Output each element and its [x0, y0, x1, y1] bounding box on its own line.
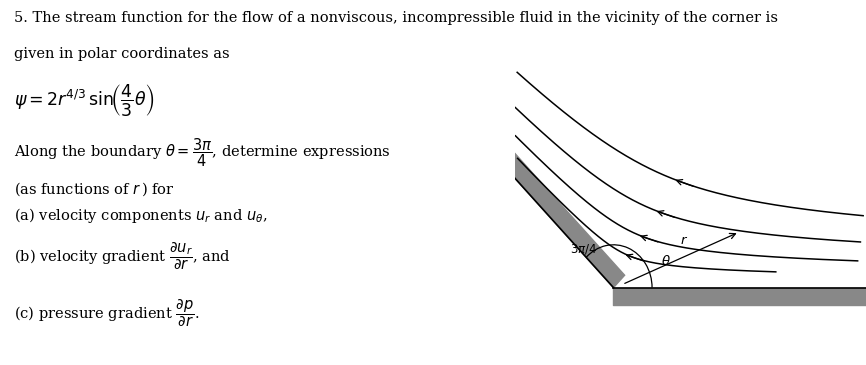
Text: Along the boundary $\theta = \dfrac{3\pi}{4}$, determine expressions: Along the boundary $\theta = \dfrac{3\pi… [14, 137, 391, 169]
Text: $\psi = 2r^{4/3}\,\mathrm{sin}\!\left(\dfrac{4}{3}\theta\right)$: $\psi = 2r^{4/3}\,\mathrm{sin}\!\left(\d… [14, 82, 155, 118]
Text: (a) velocity components $u_r$ and $u_\theta$,: (a) velocity components $u_r$ and $u_\th… [14, 206, 268, 225]
Text: (c) pressure gradient $\dfrac{\partial p}{\partial r}$.: (c) pressure gradient $\dfrac{\partial p… [14, 297, 199, 329]
Text: $\theta$: $\theta$ [661, 254, 670, 268]
Text: $r$: $r$ [680, 234, 688, 247]
Text: (as functions of $r\,$) for: (as functions of $r\,$) for [14, 181, 175, 198]
Polygon shape [484, 132, 624, 288]
Text: given in polar coordinates as: given in polar coordinates as [14, 47, 229, 61]
Text: 5. The stream function for the flow of a nonviscous, incompressible fluid in the: 5. The stream function for the flow of a… [14, 11, 778, 25]
Text: $3\pi/4$: $3\pi/4$ [570, 242, 598, 256]
Text: (b) velocity gradient $\dfrac{\partial u_r}{\partial r}$, and: (b) velocity gradient $\dfrac{\partial u… [14, 241, 231, 272]
